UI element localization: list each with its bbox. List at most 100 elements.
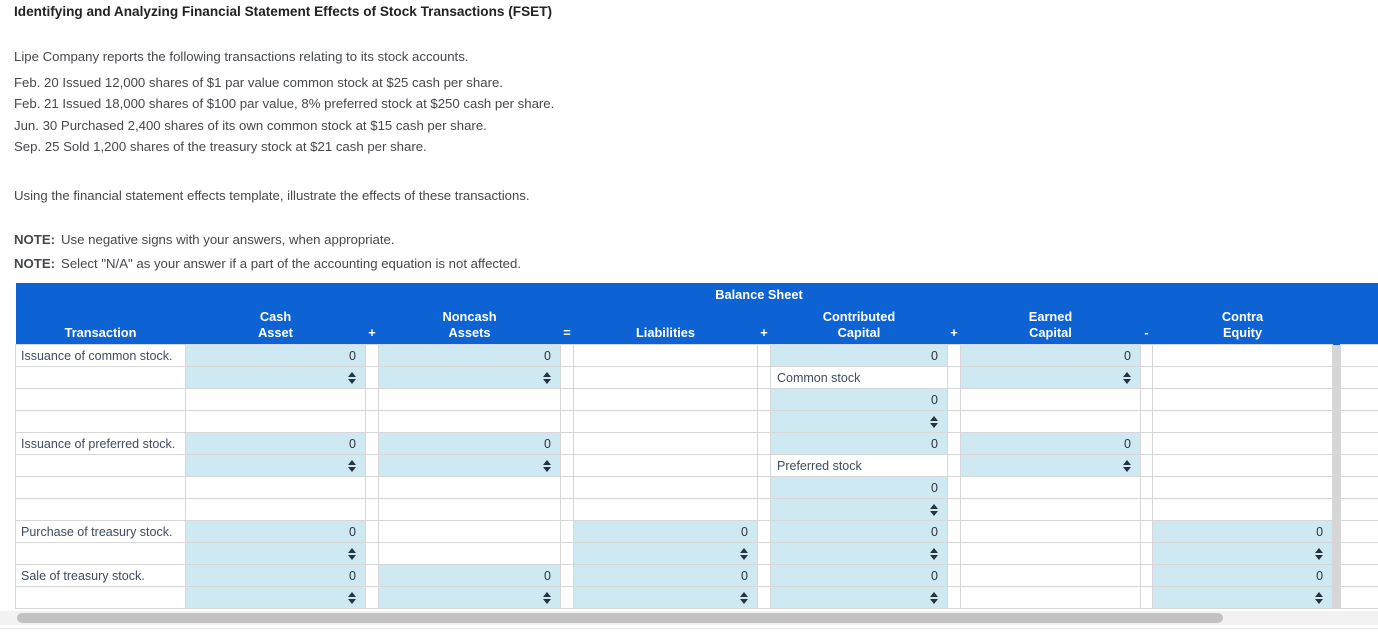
contributed-capital-account-select[interactable]	[770, 586, 948, 610]
contra-equity-amount-input[interactable]: 0	[1151, 520, 1334, 544]
operator-gap-cell	[560, 432, 574, 456]
operator-gap-cell	[947, 432, 961, 456]
liabilities-amount-input[interactable]: 0	[573, 564, 758, 588]
section-divider	[1332, 476, 1342, 499]
noncash-assets-account-select[interactable]	[378, 586, 561, 610]
liabilities-account-select[interactable]	[573, 542, 758, 566]
contributed-capital-amount-input[interactable]: 0	[770, 432, 948, 456]
contributed-capital-amount-input[interactable]: 0	[770, 388, 948, 412]
empty-cell	[1151, 344, 1334, 368]
operator-gap-cell	[365, 410, 379, 434]
transaction-label-cell	[15, 366, 186, 390]
section-divider	[1332, 366, 1342, 389]
transaction-line: Sep. 25 Sold 1,200 shares of the treasur…	[14, 138, 427, 154]
operator-gap-cell	[560, 520, 574, 544]
column-header-op-plus-1: +	[365, 303, 379, 345]
cash-asset-account-select[interactable]	[185, 454, 366, 478]
account-name-cell: Common stock	[770, 366, 948, 390]
operator-gap-cell	[1140, 454, 1153, 478]
operator-gap-cell	[365, 344, 379, 368]
select-arrows-icon	[772, 503, 947, 516]
liabilities-account-select[interactable]	[573, 586, 758, 610]
select-arrows-icon	[1154, 547, 1332, 560]
contributed-capital-amount-input[interactable]: 0	[770, 344, 948, 368]
operator-gap-cell	[757, 432, 771, 456]
select-arrows-icon	[1154, 591, 1332, 604]
operator-gap-cell	[560, 564, 574, 588]
column-header-op-plus-2: +	[757, 303, 771, 345]
transaction-line: Feb. 21 Issued 18,000 shares of $100 par…	[14, 96, 555, 112]
section-divider	[1332, 586, 1342, 609]
contributed-capital-account-select[interactable]	[770, 410, 948, 434]
horizontal-scrollbar-track[interactable]	[0, 611, 1378, 626]
column-header-noncash-assets: Noncash Assets	[378, 303, 561, 345]
operator-gap-cell	[1140, 388, 1153, 412]
contributed-capital-account-select[interactable]	[770, 542, 948, 566]
earned-capital-account-select[interactable]	[960, 454, 1141, 478]
cash-asset-account-select[interactable]	[185, 542, 366, 566]
table-row	[15, 410, 1378, 434]
noncash-assets-amount-input[interactable]: 0	[378, 564, 561, 588]
earned-capital-amount-input[interactable]: 0	[960, 344, 1141, 368]
contributed-capital-amount-input[interactable]: 0	[770, 564, 948, 588]
operator-gap-cell	[365, 586, 379, 610]
contributed-capital-amount-input[interactable]: 0	[770, 520, 948, 544]
cash-asset-amount-input[interactable]: 0	[185, 564, 366, 588]
liabilities-amount-input[interactable]: 0	[573, 520, 758, 544]
horizontal-scrollbar-thumb[interactable]	[17, 613, 1223, 624]
cash-asset-account-select[interactable]	[185, 366, 366, 390]
table-row	[15, 586, 1378, 610]
empty-cell	[185, 410, 366, 434]
contra-equity-account-select[interactable]	[1151, 542, 1334, 566]
operator-gap-cell	[1140, 564, 1153, 588]
empty-cell	[378, 410, 561, 434]
cash-asset-account-select[interactable]	[185, 586, 366, 610]
empty-cell	[1151, 410, 1334, 434]
cash-asset-amount-input[interactable]: 0	[185, 520, 366, 544]
header-top-revenues	[1340, 283, 1378, 304]
empty-cell	[573, 366, 758, 390]
contributed-capital-account-select[interactable]	[770, 498, 948, 522]
operator-gap-cell	[757, 586, 771, 610]
operator-gap-cell	[365, 454, 379, 478]
operator-gap-cell	[947, 476, 961, 500]
operator-gap-cell	[757, 410, 771, 434]
select-arrows-icon	[772, 415, 947, 428]
operator-gap-cell	[947, 520, 961, 544]
contributed-capital-amount-input[interactable]: 0	[770, 476, 948, 500]
column-header-contra-equity: Contra Equity	[1152, 303, 1333, 345]
fset-table-viewport: Balance Sheet Transaction Cash Asset + Noncas…	[15, 283, 1378, 610]
noncash-assets-account-select[interactable]	[378, 366, 561, 390]
cash-asset-amount-input[interactable]: 0	[185, 344, 366, 368]
empty-cell	[573, 344, 758, 368]
empty-cell	[573, 410, 758, 434]
transaction-label-cell: Sale of treasury stock.	[15, 564, 186, 588]
operator-gap-cell	[757, 542, 771, 566]
contra-equity-amount-input[interactable]: 0	[1151, 564, 1334, 588]
empty-cell	[1340, 388, 1378, 412]
noncash-assets-amount-input[interactable]: 0	[378, 432, 561, 456]
operator-gap-cell	[757, 520, 771, 544]
operator-gap-cell	[947, 388, 961, 412]
operator-gap-cell	[365, 476, 379, 500]
operator-gap-cell	[1140, 344, 1153, 368]
empty-cell	[1151, 388, 1334, 412]
cash-asset-amount-input[interactable]: 0	[185, 432, 366, 456]
select-arrows-icon	[187, 547, 365, 560]
transaction-line: Jun. 30 Purchased 2,400 shares of its ow…	[14, 117, 487, 133]
table-row: Purchase of treasury stock. 0 0 0 0	[15, 520, 1378, 544]
noncash-assets-account-select[interactable]	[378, 454, 561, 478]
earned-capital-account-select[interactable]	[960, 366, 1141, 390]
empty-cell	[378, 498, 561, 522]
operator-gap-cell	[757, 564, 771, 588]
empty-cell	[1151, 454, 1334, 478]
transaction-label-cell: Purchase of treasury stock.	[15, 520, 186, 544]
empty-cell	[573, 388, 758, 412]
earned-capital-amount-input[interactable]: 0	[960, 432, 1141, 456]
operator-gap-cell	[560, 388, 574, 412]
contra-equity-account-select[interactable]	[1151, 586, 1334, 610]
column-header-cash-asset: Cash Asset	[185, 303, 366, 345]
operator-gap-cell	[757, 366, 771, 390]
noncash-assets-amount-input[interactable]: 0	[378, 344, 561, 368]
empty-cell	[960, 586, 1141, 610]
